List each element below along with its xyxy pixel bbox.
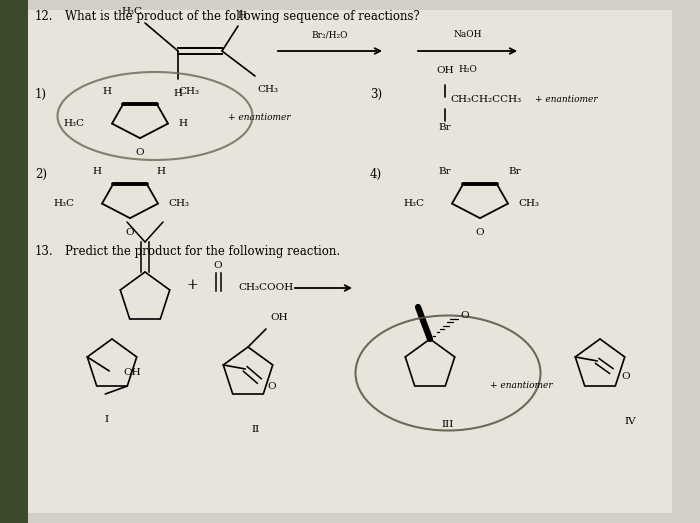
Text: H₃C: H₃C: [122, 6, 143, 16]
Text: Br: Br: [439, 167, 452, 176]
Text: CH₃: CH₃: [168, 199, 189, 208]
Text: Br: Br: [439, 123, 452, 132]
Text: I: I: [105, 415, 109, 424]
Text: H: H: [103, 87, 112, 96]
Text: H: H: [237, 12, 246, 20]
Text: NaOH: NaOH: [454, 30, 482, 39]
Text: Br: Br: [508, 167, 521, 176]
Text: H₃C: H₃C: [53, 199, 74, 208]
Text: H: H: [174, 88, 183, 97]
Text: + enantiomer: + enantiomer: [535, 95, 598, 104]
Text: H₃C: H₃C: [63, 119, 84, 128]
Text: O: O: [214, 261, 223, 270]
Text: OH: OH: [123, 369, 141, 378]
Text: O: O: [126, 228, 134, 237]
Text: O: O: [460, 311, 468, 320]
Text: H₂O: H₂O: [458, 65, 477, 74]
Text: CH₃: CH₃: [178, 87, 199, 96]
Text: IV: IV: [624, 417, 636, 426]
Text: Br₂/H₂O: Br₂/H₂O: [312, 30, 349, 39]
Text: OH: OH: [270, 313, 288, 322]
Text: III: III: [442, 420, 454, 429]
Text: O: O: [476, 228, 484, 237]
Text: O: O: [136, 148, 144, 157]
Text: 1): 1): [35, 88, 47, 101]
Text: O: O: [621, 372, 629, 381]
Text: 13.: 13.: [35, 245, 54, 258]
Text: H: H: [178, 119, 187, 128]
Text: Predict the product for the following reaction.: Predict the product for the following re…: [65, 245, 340, 258]
Text: CH₃CH₂CCH₃: CH₃CH₂CCH₃: [450, 95, 521, 104]
Text: 12.: 12.: [35, 10, 53, 23]
Text: 3): 3): [370, 88, 382, 101]
Text: H: H: [92, 167, 102, 176]
Text: CH₃: CH₃: [258, 85, 279, 94]
Text: 4): 4): [370, 168, 382, 181]
Text: II: II: [252, 425, 260, 434]
Text: + enantiomer: + enantiomer: [228, 113, 290, 122]
FancyBboxPatch shape: [0, 0, 28, 523]
Text: 2): 2): [35, 168, 47, 181]
Text: What is the product of the following sequence of reactions?: What is the product of the following seq…: [65, 10, 420, 23]
Text: OH: OH: [436, 66, 454, 75]
Text: CH₃: CH₃: [518, 199, 539, 208]
Text: H₃C: H₃C: [403, 199, 424, 208]
Text: CH₃COOH: CH₃COOH: [238, 283, 293, 292]
Text: H: H: [156, 167, 165, 176]
Text: + enantiomer: + enantiomer: [490, 381, 552, 390]
Text: +: +: [186, 278, 198, 292]
Text: O: O: [267, 382, 276, 392]
